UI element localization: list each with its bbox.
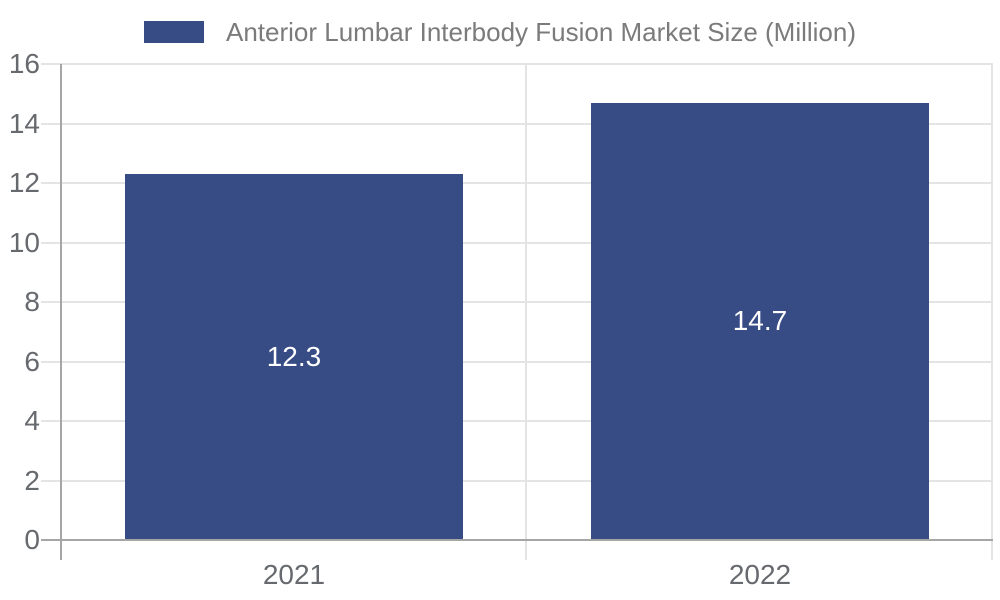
y-axis-label: 0 [24, 524, 40, 555]
bar-value-label: 14.7 [732, 305, 788, 337]
gridline [61, 301, 993, 303]
legend[interactable]: Anterior Lumbar Interbody Fusion Market … [0, 17, 1000, 47]
gridline [61, 241, 993, 244]
bar-value-label: 12.3 [266, 341, 322, 373]
y-axis-tick [41, 479, 61, 482]
y-axis-label: 2 [24, 464, 40, 496]
y-axis-label: 4 [24, 405, 40, 436]
gridline [61, 360, 993, 363]
y-axis-label: 6 [24, 345, 40, 377]
y-axis-label: 12 [8, 167, 40, 198]
x-axis-tick [991, 540, 993, 560]
x-axis-label: 2022 [728, 559, 792, 590]
gridline [61, 479, 993, 482]
y-axis-label: 16 [8, 48, 40, 79]
category-splitline [991, 64, 993, 540]
y-axis-label: 10 [8, 226, 40, 258]
x-axis-line [41, 539, 993, 541]
y-axis-label: 14 [8, 107, 40, 139]
gridline [61, 182, 993, 184]
x-axis-tick [525, 540, 527, 560]
y-axis-tick [41, 63, 61, 65]
bar-2021[interactable]: 12.3 [125, 174, 463, 540]
y-axis-tick [41, 241, 61, 244]
y-axis-tick [41, 301, 61, 303]
y-axis-tick [41, 360, 61, 363]
bar-2022[interactable]: 14.7 [591, 102, 929, 540]
x-axis-label: 2021 [262, 559, 326, 590]
gridline [61, 63, 993, 65]
legend-swatch-icon[interactable] [143, 21, 204, 43]
plot-area: 12.3 14.7 [61, 63, 993, 540]
gridline [61, 122, 993, 125]
y-axis-line [60, 64, 62, 560]
y-axis-label: 8 [24, 286, 40, 317]
legend-label[interactable]: Anterior Lumbar Interbody Fusion Market … [225, 16, 857, 47]
gridline [61, 420, 993, 422]
y-axis-tick [41, 182, 61, 184]
y-axis-tick [41, 122, 61, 125]
category-splitline [525, 64, 527, 540]
y-axis-tick [41, 420, 61, 422]
